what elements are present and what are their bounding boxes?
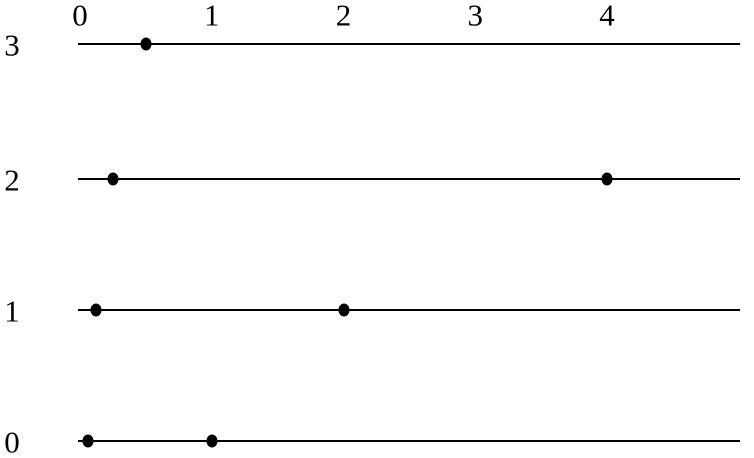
number-line — [78, 309, 740, 311]
x-axis-tick-label: 0 — [72, 0, 88, 33]
y-row-label: 3 — [4, 27, 20, 63]
y-row-label: 1 — [4, 293, 20, 329]
number-line — [78, 178, 740, 180]
data-point-marker — [82, 434, 94, 448]
y-row-label: 2 — [4, 162, 20, 198]
data-point-marker — [601, 172, 613, 186]
data-point-marker — [206, 434, 218, 448]
x-axis-tick-label: 2 — [335, 0, 352, 33]
y-row-label: 0 — [4, 424, 20, 458]
data-point-marker — [107, 172, 119, 186]
x-axis-tick-label: 1 — [204, 0, 220, 33]
x-axis-tick-label: 4 — [599, 0, 615, 33]
number-line — [78, 43, 740, 45]
data-point-marker — [90, 303, 102, 317]
number-line — [78, 440, 740, 442]
data-point-marker — [338, 303, 349, 317]
x-axis-tick-label: 3 — [467, 0, 484, 33]
data-point-marker — [140, 37, 152, 51]
